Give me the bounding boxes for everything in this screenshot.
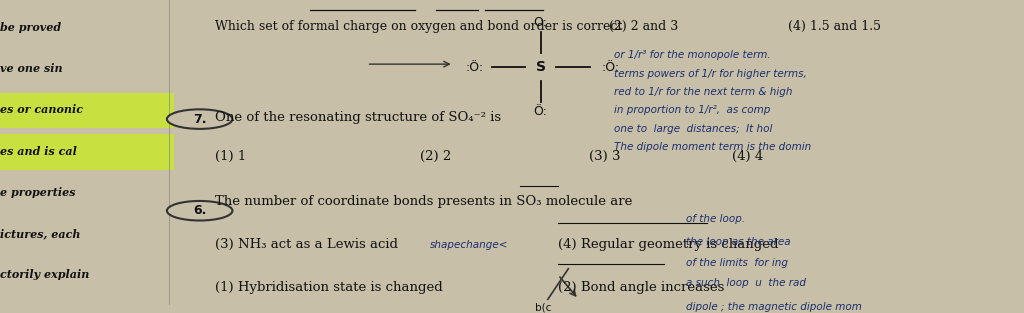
- Text: ve one sin: ve one sin: [0, 63, 62, 74]
- Text: (3) 3: (3) 3: [589, 150, 621, 163]
- Text: the loop as the area: the loop as the area: [686, 237, 791, 247]
- Text: shapechange<: shapechange<: [430, 240, 509, 250]
- Text: e properties: e properties: [0, 187, 76, 198]
- Text: One of the resonating structure of SO₄⁻² is: One of the resonating structure of SO₄⁻²…: [215, 111, 501, 125]
- Text: in proportion to 1/r²,  as comp: in proportion to 1/r², as comp: [614, 105, 771, 115]
- Text: (4) Regular geometry is changed: (4) Regular geometry is changed: [558, 238, 778, 251]
- Text: Ö:: Ö:: [534, 105, 548, 118]
- Text: :Ö:: :Ö:: [465, 61, 483, 74]
- Text: :Ö:: :Ö:: [601, 61, 620, 74]
- Text: (2) Bond angle increases: (2) Bond angle increases: [558, 281, 724, 294]
- Text: or 1/r³ for the monopole term.: or 1/r³ for the monopole term.: [614, 50, 771, 60]
- Text: S: S: [536, 60, 546, 74]
- Circle shape: [167, 109, 232, 129]
- Text: The number of coordinate bonds presents in SO₃ molecule are: The number of coordinate bonds presents …: [215, 195, 633, 208]
- Text: The dipole moment term is the domin: The dipole moment term is the domin: [614, 142, 812, 152]
- Text: be proved: be proved: [0, 22, 61, 33]
- Text: of the loop.: of the loop.: [686, 214, 745, 224]
- Text: red to 1/r for the next term & high: red to 1/r for the next term & high: [614, 87, 793, 97]
- Text: dipole ; the magnetic dipole mom: dipole ; the magnetic dipole mom: [686, 302, 862, 312]
- Text: terms powers of 1/r for higher terms,: terms powers of 1/r for higher terms,: [614, 69, 807, 79]
- FancyBboxPatch shape: [0, 93, 174, 128]
- Text: b(c: b(c: [535, 302, 551, 312]
- Text: Which set of formal charge on oxygen and bond order is correct: Which set of formal charge on oxygen and…: [215, 20, 623, 33]
- Circle shape: [167, 201, 232, 220]
- Text: a such  loop  u  the rad: a such loop u the rad: [686, 278, 806, 288]
- Text: (2) 2 and 3: (2) 2 and 3: [609, 20, 679, 33]
- Text: O:: O:: [534, 16, 548, 29]
- Text: ctorily explain: ctorily explain: [0, 269, 89, 280]
- Text: (1) 1: (1) 1: [215, 150, 247, 163]
- Text: one to  large  distances;  It hol: one to large distances; It hol: [614, 124, 773, 134]
- Text: (4) 4: (4) 4: [732, 150, 764, 163]
- Text: ictures, each: ictures, each: [0, 228, 81, 239]
- Text: (2) 2: (2) 2: [420, 150, 452, 163]
- Text: (1) Hybridisation state is changed: (1) Hybridisation state is changed: [215, 281, 442, 294]
- Text: es or canonic: es or canonic: [0, 105, 83, 115]
- FancyBboxPatch shape: [0, 134, 174, 170]
- Text: (4) 1.5 and 1.5: (4) 1.5 and 1.5: [788, 20, 882, 33]
- Text: of the limits  for ing: of the limits for ing: [686, 258, 788, 268]
- Text: es and is cal: es and is cal: [0, 146, 77, 157]
- Text: 7.: 7.: [193, 113, 207, 126]
- Text: 6.: 6.: [193, 204, 207, 217]
- Text: (3) NH₃ act as a Lewis acid: (3) NH₃ act as a Lewis acid: [215, 238, 398, 251]
